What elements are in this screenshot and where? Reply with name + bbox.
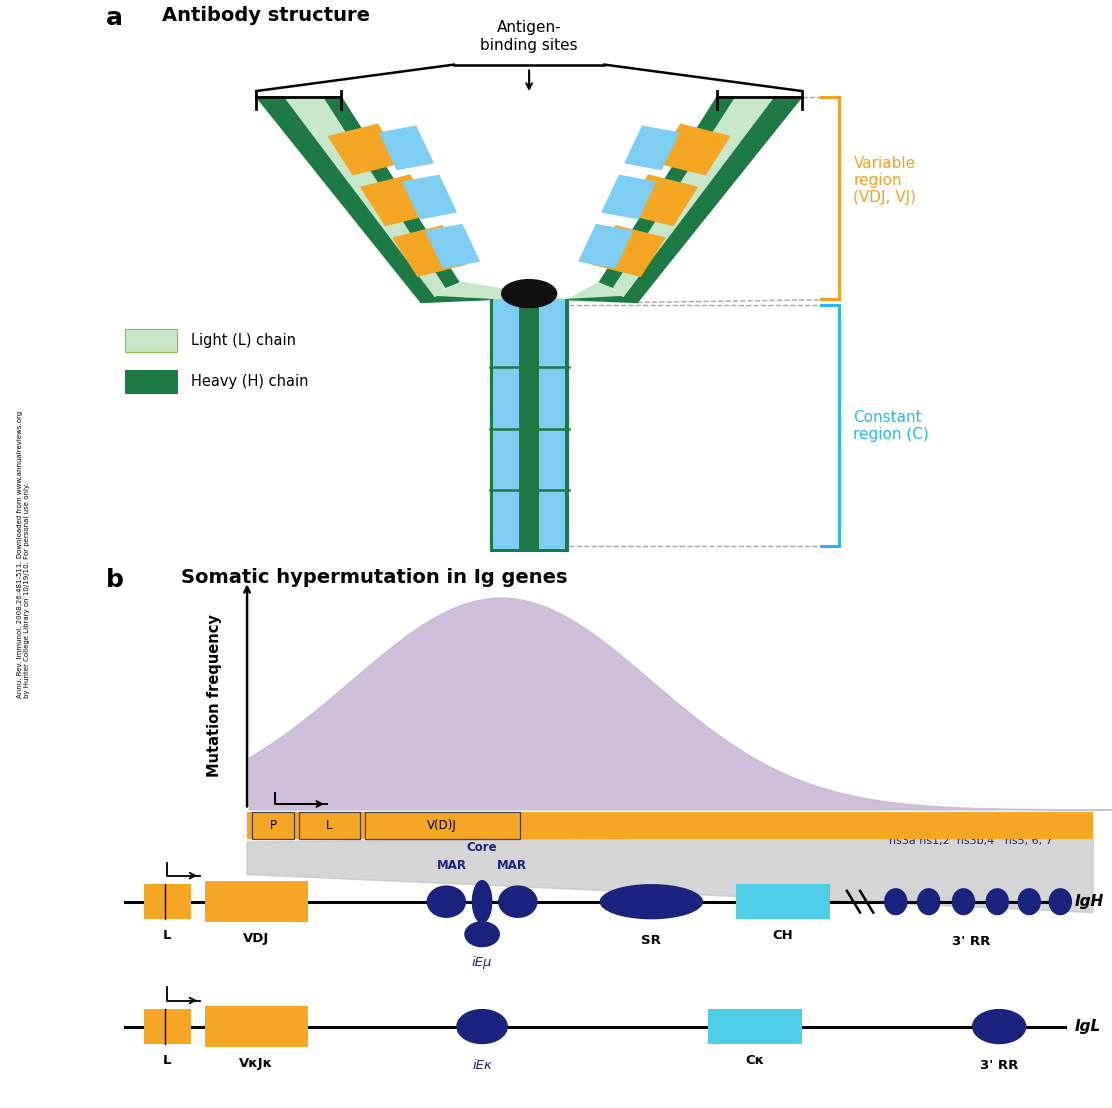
FancyBboxPatch shape — [539, 299, 565, 550]
Text: VDJ: VDJ — [244, 932, 269, 945]
FancyBboxPatch shape — [143, 1009, 190, 1044]
Text: hs3a hs1,2  hs3b,4   hs5, 6, 7: hs3a hs1,2 hs3b,4 hs5, 6, 7 — [890, 837, 1053, 847]
Text: Antigen-
binding sites: Antigen- binding sites — [480, 20, 578, 53]
FancyBboxPatch shape — [707, 1009, 802, 1044]
Polygon shape — [568, 297, 637, 302]
FancyBboxPatch shape — [205, 881, 308, 922]
Text: CH: CH — [773, 930, 793, 942]
Ellipse shape — [427, 885, 466, 917]
Polygon shape — [579, 225, 633, 268]
Polygon shape — [614, 96, 802, 302]
Text: IgH: IgH — [1074, 894, 1103, 910]
Polygon shape — [329, 124, 401, 175]
Ellipse shape — [972, 1009, 1026, 1044]
Text: Annu. Rev. Immunol. 2008.26:481-511. Downloaded from www.annualreviews.org
by Hu: Annu. Rev. Immunol. 2008.26:481-511. Dow… — [17, 410, 30, 698]
Text: 3' RR: 3' RR — [980, 1059, 1019, 1073]
Polygon shape — [614, 96, 774, 297]
Text: Mutation frequency: Mutation frequency — [207, 614, 221, 777]
FancyBboxPatch shape — [494, 299, 519, 550]
FancyBboxPatch shape — [125, 329, 177, 352]
Polygon shape — [361, 175, 435, 225]
Polygon shape — [599, 96, 736, 288]
Polygon shape — [247, 834, 1093, 913]
Text: a: a — [106, 6, 123, 30]
Polygon shape — [322, 96, 458, 288]
Polygon shape — [624, 175, 697, 225]
FancyBboxPatch shape — [125, 370, 177, 393]
Ellipse shape — [471, 880, 493, 923]
Text: SR: SR — [642, 934, 662, 947]
Text: Cκ: Cκ — [745, 1054, 764, 1067]
Ellipse shape — [1017, 889, 1041, 915]
Text: L: L — [326, 819, 332, 832]
Polygon shape — [285, 96, 445, 297]
Text: V(D)J: V(D)J — [427, 819, 457, 832]
Text: L: L — [162, 1054, 171, 1067]
Text: Heavy (H) chain: Heavy (H) chain — [190, 375, 308, 389]
Ellipse shape — [917, 889, 941, 915]
FancyBboxPatch shape — [251, 812, 294, 839]
Polygon shape — [380, 126, 433, 170]
FancyBboxPatch shape — [489, 299, 568, 552]
Polygon shape — [421, 297, 489, 302]
Ellipse shape — [498, 885, 537, 917]
Polygon shape — [602, 175, 655, 218]
Text: Somatic hypermutation in Ig genes: Somatic hypermutation in Ig genes — [181, 567, 568, 587]
FancyBboxPatch shape — [143, 884, 190, 920]
Text: MAR: MAR — [437, 859, 467, 872]
Text: Constant
region (C): Constant region (C) — [854, 410, 930, 442]
Ellipse shape — [884, 889, 907, 915]
Polygon shape — [257, 96, 435, 302]
Ellipse shape — [952, 889, 975, 915]
FancyBboxPatch shape — [365, 812, 519, 839]
Polygon shape — [625, 126, 678, 170]
FancyBboxPatch shape — [299, 812, 360, 839]
Polygon shape — [403, 175, 456, 218]
FancyBboxPatch shape — [247, 812, 1093, 839]
Text: iEκ: iEκ — [473, 1059, 492, 1073]
Polygon shape — [489, 281, 637, 302]
Text: b: b — [106, 567, 123, 592]
Text: Antibody structure: Antibody structure — [162, 6, 370, 24]
Text: P: P — [269, 819, 277, 832]
Text: Core: Core — [467, 841, 497, 854]
Ellipse shape — [456, 1009, 508, 1044]
Ellipse shape — [500, 279, 557, 308]
FancyBboxPatch shape — [205, 1006, 308, 1047]
Ellipse shape — [599, 884, 703, 920]
Polygon shape — [592, 226, 665, 276]
Text: 3' RR: 3' RR — [952, 935, 990, 948]
Polygon shape — [656, 124, 729, 175]
Text: MAR: MAR — [497, 859, 527, 872]
Ellipse shape — [464, 921, 500, 947]
Text: L: L — [162, 930, 171, 942]
Ellipse shape — [1049, 889, 1072, 915]
Text: IgL: IgL — [1074, 1019, 1101, 1034]
Text: iEμ: iEμ — [471, 956, 493, 970]
FancyBboxPatch shape — [736, 884, 830, 920]
Polygon shape — [421, 281, 568, 302]
Text: Variable
region
(VDJ, VJ): Variable region (VDJ, VJ) — [854, 156, 916, 205]
Polygon shape — [257, 96, 445, 302]
Polygon shape — [426, 225, 479, 268]
Text: Light (L) chain: Light (L) chain — [190, 334, 296, 348]
Polygon shape — [623, 96, 802, 302]
Text: VκJκ: VκJκ — [239, 1057, 274, 1069]
Polygon shape — [394, 226, 467, 276]
Ellipse shape — [985, 889, 1009, 915]
